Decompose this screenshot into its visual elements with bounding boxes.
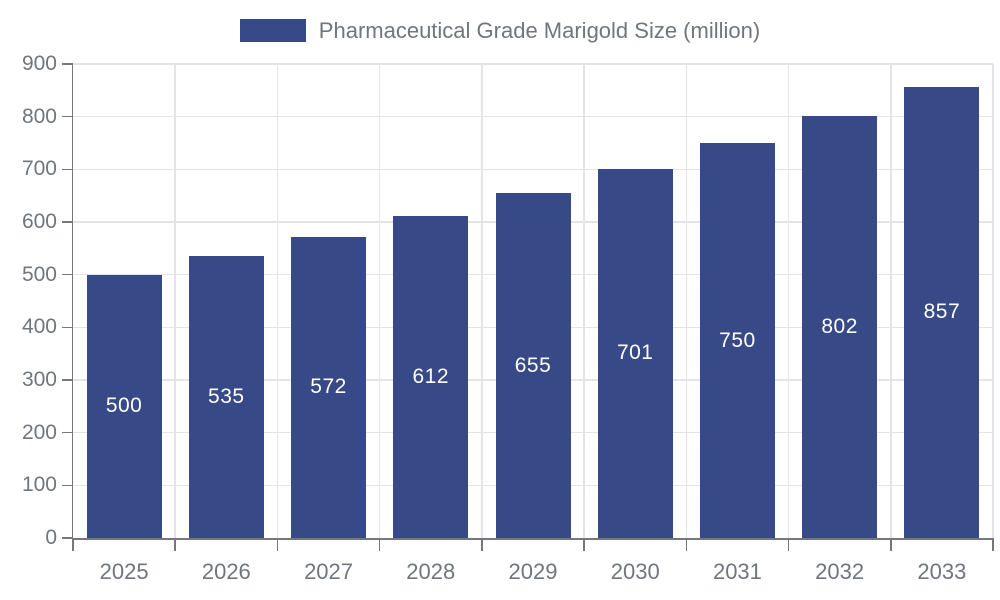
gridline-vertical bbox=[481, 64, 483, 538]
gridline-vertical bbox=[276, 64, 279, 538]
bar[interactable]: 500 bbox=[86, 274, 162, 538]
gridline-horizontal bbox=[73, 168, 993, 171]
gridline-horizontal bbox=[73, 115, 993, 118]
y-axis-tick bbox=[62, 63, 73, 65]
x-axis-tick bbox=[583, 538, 585, 551]
bar-value-label: 655 bbox=[514, 353, 552, 377]
y-tick-label: 400 bbox=[21, 315, 57, 339]
bar[interactable]: 701 bbox=[597, 168, 673, 538]
x-tick-label: 2029 bbox=[508, 559, 558, 584]
bar[interactable]: 802 bbox=[802, 115, 878, 538]
x-axis-tick bbox=[378, 538, 381, 551]
bar[interactable]: 655 bbox=[495, 193, 571, 538]
gridline-vertical bbox=[685, 64, 688, 538]
gridline-vertical bbox=[787, 64, 790, 538]
y-axis-tick bbox=[62, 326, 73, 329]
bar[interactable]: 612 bbox=[393, 215, 469, 538]
y-axis-tick bbox=[62, 379, 73, 381]
gridline-vertical bbox=[583, 64, 585, 538]
bar-value-label: 500 bbox=[105, 394, 143, 418]
y-tick-label: 500 bbox=[21, 262, 57, 286]
legend-swatch bbox=[239, 19, 306, 42]
y-tick-label: 900 bbox=[21, 52, 57, 75]
gridline-horizontal bbox=[73, 63, 993, 65]
x-tick-label: 2033 bbox=[917, 559, 967, 584]
y-tick-label: 100 bbox=[21, 473, 57, 497]
y-axis-tick bbox=[62, 115, 73, 118]
plot-area: 500 535 572 612 655 701 750 802 857 bbox=[73, 63, 994, 538]
x-tick-label: 2031 bbox=[712, 559, 762, 584]
y-tick-label: 300 bbox=[21, 368, 57, 391]
y-tick-label: 800 bbox=[21, 104, 57, 128]
x-axis-tick bbox=[276, 538, 279, 551]
gridline-vertical bbox=[890, 64, 892, 538]
y-axis-tick bbox=[62, 484, 73, 487]
bar-value-label: 701 bbox=[616, 341, 654, 365]
x-tick-label: 2025 bbox=[99, 559, 149, 584]
x-axis-tick bbox=[72, 538, 74, 551]
legend-label: Pharmaceutical Grade Marigold Size (mill… bbox=[318, 18, 761, 43]
x-axis-line bbox=[71, 538, 993, 540]
x-axis-tick bbox=[685, 538, 688, 551]
bar-value-label: 750 bbox=[719, 328, 756, 352]
x-tick-label: 2032 bbox=[815, 559, 865, 584]
y-tick-label: 600 bbox=[21, 210, 57, 233]
bar[interactable]: 750 bbox=[699, 143, 775, 538]
x-axis-tick bbox=[481, 538, 483, 551]
y-tick-label: 200 bbox=[21, 420, 57, 444]
gridline-vertical bbox=[174, 64, 176, 538]
x-tick-label: 2027 bbox=[304, 559, 354, 584]
y-axis-tick bbox=[62, 221, 73, 223]
y-axis-tick bbox=[62, 273, 73, 276]
bar-value-label: 802 bbox=[821, 314, 858, 338]
gridline-vertical bbox=[378, 64, 381, 538]
y-axis-tick bbox=[62, 431, 73, 434]
bar-value-label: 857 bbox=[923, 300, 961, 324]
bar-value-label: 572 bbox=[310, 375, 347, 399]
x-tick-label: 2028 bbox=[406, 559, 456, 584]
y-tick-label: 700 bbox=[21, 157, 57, 181]
x-tick-label: 2030 bbox=[610, 559, 660, 584]
bar-value-label: 612 bbox=[412, 364, 450, 388]
x-axis-tick bbox=[992, 538, 994, 551]
bar[interactable]: 535 bbox=[188, 256, 264, 538]
x-axis-tick bbox=[890, 538, 892, 551]
legend-item[interactable]: Pharmaceutical Grade Marigold Size (mill… bbox=[0, 17, 1000, 44]
y-axis-tick bbox=[62, 537, 73, 539]
gridline-vertical bbox=[992, 64, 994, 538]
bar-value-label: 535 bbox=[208, 385, 245, 409]
bar[interactable]: 572 bbox=[291, 236, 367, 538]
y-tick-label: 0 bbox=[45, 526, 57, 549]
x-tick-label: 2026 bbox=[201, 559, 251, 584]
bar[interactable]: 857 bbox=[904, 86, 980, 538]
x-axis-tick bbox=[174, 538, 176, 551]
x-axis-tick bbox=[787, 538, 790, 551]
y-axis-tick bbox=[62, 168, 73, 171]
